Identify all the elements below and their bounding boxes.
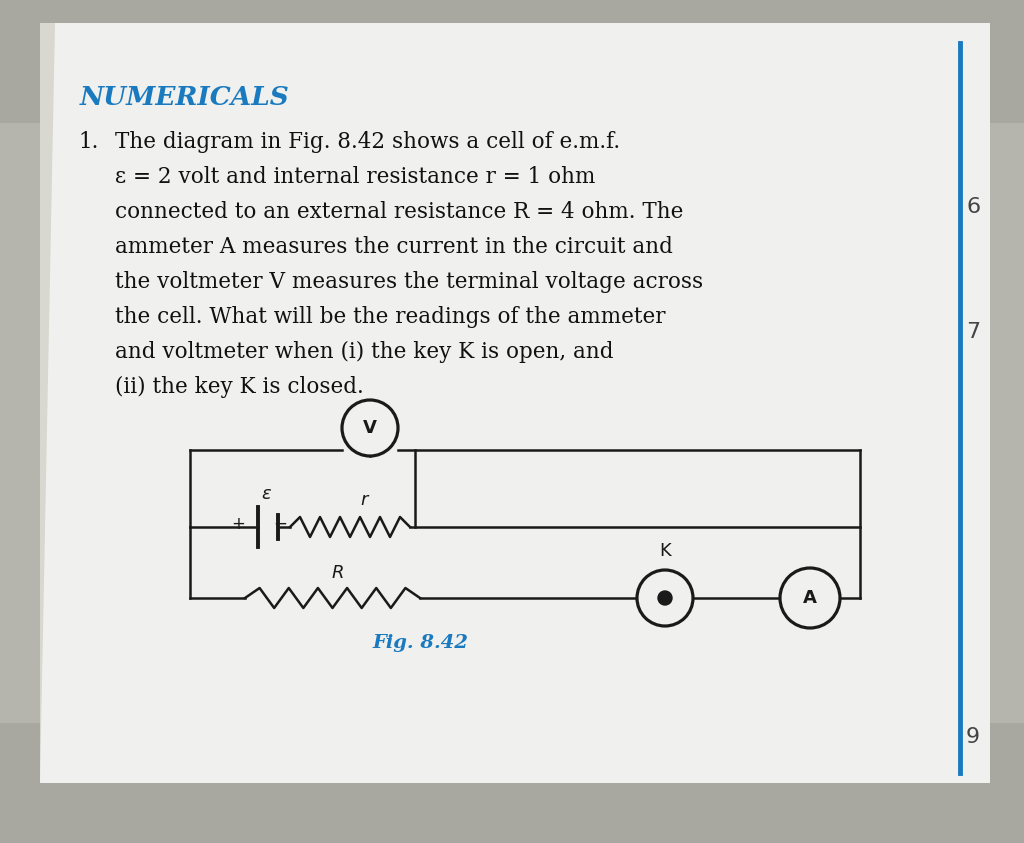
Text: +: + (231, 515, 245, 533)
Text: 1.: 1. (78, 131, 98, 153)
Polygon shape (40, 23, 55, 783)
Circle shape (658, 591, 672, 605)
Text: NUMERICALS: NUMERICALS (80, 85, 290, 110)
Polygon shape (40, 23, 990, 783)
Text: V: V (364, 419, 377, 437)
Text: ammeter A measures the current in the circuit and: ammeter A measures the current in the ci… (115, 236, 673, 258)
Text: (ii) the key K is closed.: (ii) the key K is closed. (115, 376, 364, 398)
Text: The diagram in Fig. 8.42 shows a cell of e.m.f.: The diagram in Fig. 8.42 shows a cell of… (115, 131, 621, 153)
Text: ε: ε (261, 485, 270, 503)
Text: ε = 2 volt and internal resistance r = 1 ohm: ε = 2 volt and internal resistance r = 1… (115, 166, 595, 188)
Text: 7: 7 (966, 322, 980, 342)
Text: Fig. 8.42: Fig. 8.42 (372, 634, 468, 652)
Text: the cell. What will be the readings of the ammeter: the cell. What will be the readings of t… (115, 306, 666, 328)
Circle shape (780, 568, 840, 628)
Text: −: − (273, 515, 287, 533)
Text: A: A (803, 589, 817, 607)
Polygon shape (0, 723, 1024, 843)
Text: connected to an external resistance R = 4 ohm. The: connected to an external resistance R = … (115, 201, 683, 223)
Text: 9: 9 (966, 727, 980, 747)
Text: 6: 6 (966, 197, 980, 217)
Text: and voltmeter when (i) the key K is open, and: and voltmeter when (i) the key K is open… (115, 341, 613, 363)
Text: R: R (332, 564, 344, 582)
Circle shape (342, 400, 398, 456)
Text: K: K (659, 542, 671, 560)
Text: the voltmeter V measures the terminal voltage across: the voltmeter V measures the terminal vo… (115, 271, 703, 293)
Text: r: r (360, 491, 368, 509)
Circle shape (637, 570, 693, 626)
Polygon shape (0, 0, 1024, 123)
